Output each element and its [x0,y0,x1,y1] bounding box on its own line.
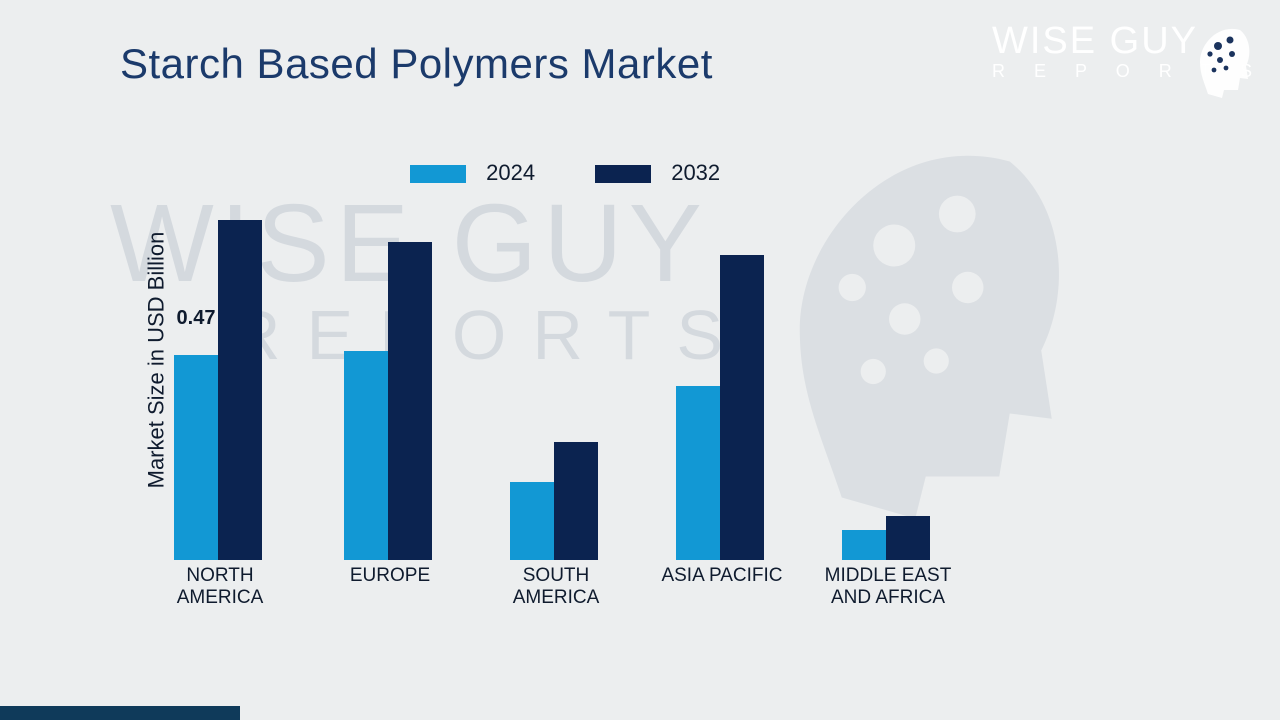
legend-label-2024: 2024 [486,160,535,185]
x-tick-label: SOUTH AMERICA [486,565,626,609]
bar-2024 [344,351,388,560]
legend-swatch-2024 [410,165,466,183]
chart-card: WISE GUY R E P O R T S WISE GUY REPORTS … [0,0,1280,720]
legend-item-2032: 2032 [595,160,720,186]
bar-2032 [720,255,764,560]
chart-title: Starch Based Polymers Market [120,40,713,88]
x-tick-label: NORTH AMERICA [150,565,290,609]
bar-2024 [842,530,886,560]
bar-2032 [886,516,930,560]
footer-accent [0,706,240,720]
brain-head-icon [1186,24,1256,104]
bar-2032 [388,242,432,560]
bar-2024 [510,482,554,560]
plot-area: 0.47 [100,190,940,560]
bar-2032 [218,220,262,560]
legend-label-2032: 2032 [671,160,720,185]
bar-2024 [676,386,720,560]
brand-logo: WISE GUY R E P O R T S [992,20,1252,82]
x-tick-label: EUROPE [320,565,460,587]
x-tick-label: MIDDLE EAST AND AFRICA [818,565,958,609]
bar-2024 [174,355,218,560]
value-label: 0.47 [177,307,216,330]
legend-item-2024: 2024 [410,160,535,186]
x-tick-label: ASIA PACIFIC [652,565,792,587]
legend-swatch-2032 [595,165,651,183]
bar-2032 [554,442,598,560]
legend: 2024 2032 [410,160,720,186]
